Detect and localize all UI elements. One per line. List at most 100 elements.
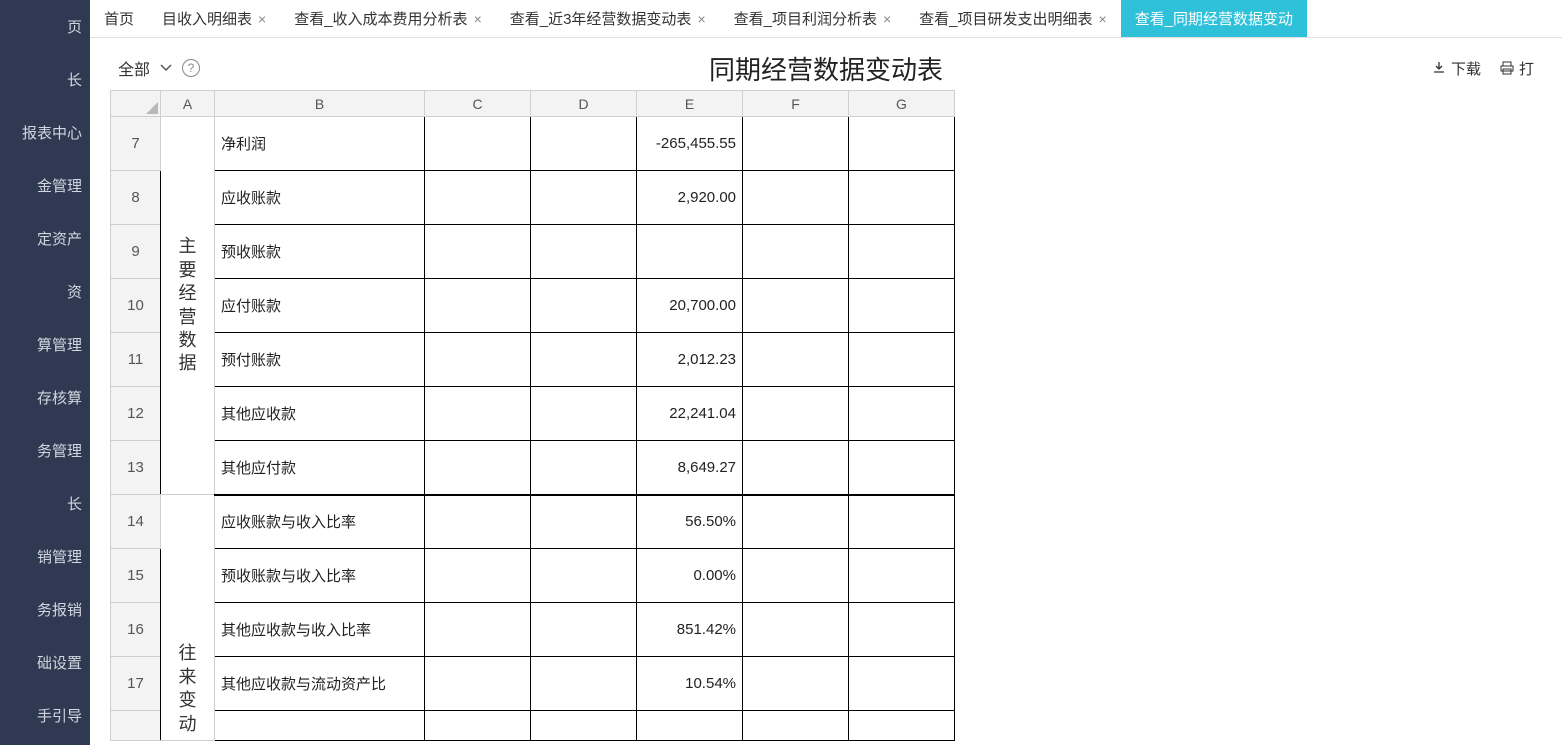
cell[interactable]: [531, 225, 637, 279]
cell[interactable]: [849, 279, 955, 333]
sidebar-item[interactable]: 资: [0, 265, 90, 318]
close-icon[interactable]: ×: [1099, 11, 1107, 27]
cell[interactable]: [425, 171, 531, 225]
row-header[interactable]: 10: [111, 279, 161, 333]
col-header[interactable]: A: [161, 91, 215, 117]
cell[interactable]: [531, 441, 637, 495]
cell[interactable]: 0.00%: [637, 549, 743, 603]
download-button[interactable]: 下载: [1431, 58, 1481, 79]
cell[interactable]: [849, 171, 955, 225]
cell[interactable]: [425, 549, 531, 603]
cell[interactable]: 10.54%: [637, 657, 743, 711]
sidebar-item[interactable]: 报表中心: [0, 106, 90, 159]
cell[interactable]: [743, 387, 849, 441]
sidebar-item[interactable]: 础设置: [0, 636, 90, 689]
tab-item[interactable]: 查看_项目利润分析表 ×: [720, 0, 906, 37]
cell[interactable]: [637, 711, 743, 741]
sidebar-item[interactable]: 务管理: [0, 424, 90, 477]
cell[interactable]: [425, 657, 531, 711]
cell[interactable]: 其他应收款与收入比率: [215, 603, 425, 657]
spreadsheet[interactable]: A B C D E F G 7 主要经营数据 净利润 -265,455.55: [110, 90, 955, 741]
cell[interactable]: 应收账款与收入比率: [215, 495, 425, 549]
sidebar-item[interactable]: 金管理: [0, 159, 90, 212]
cell[interactable]: 应收账款: [215, 171, 425, 225]
cell[interactable]: [425, 603, 531, 657]
tab-item[interactable]: 查看_项目研发支出明细表 ×: [905, 0, 1121, 37]
cell[interactable]: 预收账款: [215, 225, 425, 279]
cell[interactable]: [425, 333, 531, 387]
cell[interactable]: [425, 387, 531, 441]
cell[interactable]: 56.50%: [637, 495, 743, 549]
cell[interactable]: [425, 279, 531, 333]
cell[interactable]: 851.42%: [637, 603, 743, 657]
cell[interactable]: [743, 333, 849, 387]
cell[interactable]: 2,920.00: [637, 171, 743, 225]
cell[interactable]: [849, 495, 955, 549]
row-header[interactable]: [111, 711, 161, 741]
cell[interactable]: [425, 117, 531, 171]
sidebar-item[interactable]: 长: [0, 53, 90, 106]
cell[interactable]: [425, 495, 531, 549]
filter-select[interactable]: 全部 ?: [118, 56, 200, 80]
cell[interactable]: [531, 657, 637, 711]
tab-item-active[interactable]: 查看_同期经营数据变动: [1121, 0, 1307, 37]
cell[interactable]: [849, 387, 955, 441]
cell[interactable]: [849, 441, 955, 495]
cell[interactable]: 22,241.04: [637, 387, 743, 441]
sidebar-item[interactable]: 定资产: [0, 212, 90, 265]
cell[interactable]: [743, 549, 849, 603]
cell[interactable]: [531, 171, 637, 225]
cell[interactable]: 20,700.00: [637, 279, 743, 333]
row-header[interactable]: 8: [111, 171, 161, 225]
sidebar-item[interactable]: 页: [0, 0, 90, 53]
cell[interactable]: [849, 549, 955, 603]
cell[interactable]: 预收账款与收入比率: [215, 549, 425, 603]
tab-item[interactable]: 查看_收入成本费用分析表 ×: [280, 0, 496, 37]
tab-home[interactable]: 首页: [90, 0, 148, 37]
col-header[interactable]: B: [215, 91, 425, 117]
row-header[interactable]: 13: [111, 441, 161, 495]
row-header[interactable]: 12: [111, 387, 161, 441]
cell[interactable]: [743, 495, 849, 549]
col-header[interactable]: G: [849, 91, 955, 117]
col-header[interactable]: C: [425, 91, 531, 117]
cell[interactable]: [531, 603, 637, 657]
cell[interactable]: [849, 657, 955, 711]
cell[interactable]: [531, 279, 637, 333]
cell[interactable]: [531, 549, 637, 603]
cell[interactable]: [425, 225, 531, 279]
cell[interactable]: [849, 603, 955, 657]
cell[interactable]: [743, 657, 849, 711]
col-header[interactable]: D: [531, 91, 637, 117]
close-icon[interactable]: ×: [258, 11, 266, 27]
cell[interactable]: [849, 117, 955, 171]
cell[interactable]: [743, 117, 849, 171]
cell[interactable]: 净利润: [215, 117, 425, 171]
cell[interactable]: [743, 603, 849, 657]
select-all-corner[interactable]: [111, 91, 161, 117]
cell[interactable]: [637, 225, 743, 279]
row-header[interactable]: 11: [111, 333, 161, 387]
cell[interactable]: [531, 495, 637, 549]
row-header[interactable]: 14: [111, 495, 161, 549]
cell[interactable]: [215, 711, 425, 741]
sidebar-item[interactable]: 存核算: [0, 371, 90, 424]
row-header[interactable]: 16: [111, 603, 161, 657]
tab-item[interactable]: 查看_近3年经营数据变动表 ×: [496, 0, 720, 37]
cell[interactable]: 2,012.23: [637, 333, 743, 387]
cell[interactable]: [743, 279, 849, 333]
row-header[interactable]: 9: [111, 225, 161, 279]
sidebar-item[interactable]: 销管理: [0, 530, 90, 583]
cell[interactable]: 预付账款: [215, 333, 425, 387]
print-button[interactable]: 打: [1499, 58, 1534, 79]
cell[interactable]: 其他应收款与流动资产比: [215, 657, 425, 711]
cell[interactable]: [743, 225, 849, 279]
cell[interactable]: [531, 117, 637, 171]
row-header[interactable]: 15: [111, 549, 161, 603]
cell[interactable]: [743, 441, 849, 495]
sidebar-item[interactable]: 手引导: [0, 689, 90, 742]
cell[interactable]: [849, 333, 955, 387]
cell[interactable]: [531, 387, 637, 441]
close-icon[interactable]: ×: [697, 11, 705, 27]
col-header[interactable]: F: [743, 91, 849, 117]
